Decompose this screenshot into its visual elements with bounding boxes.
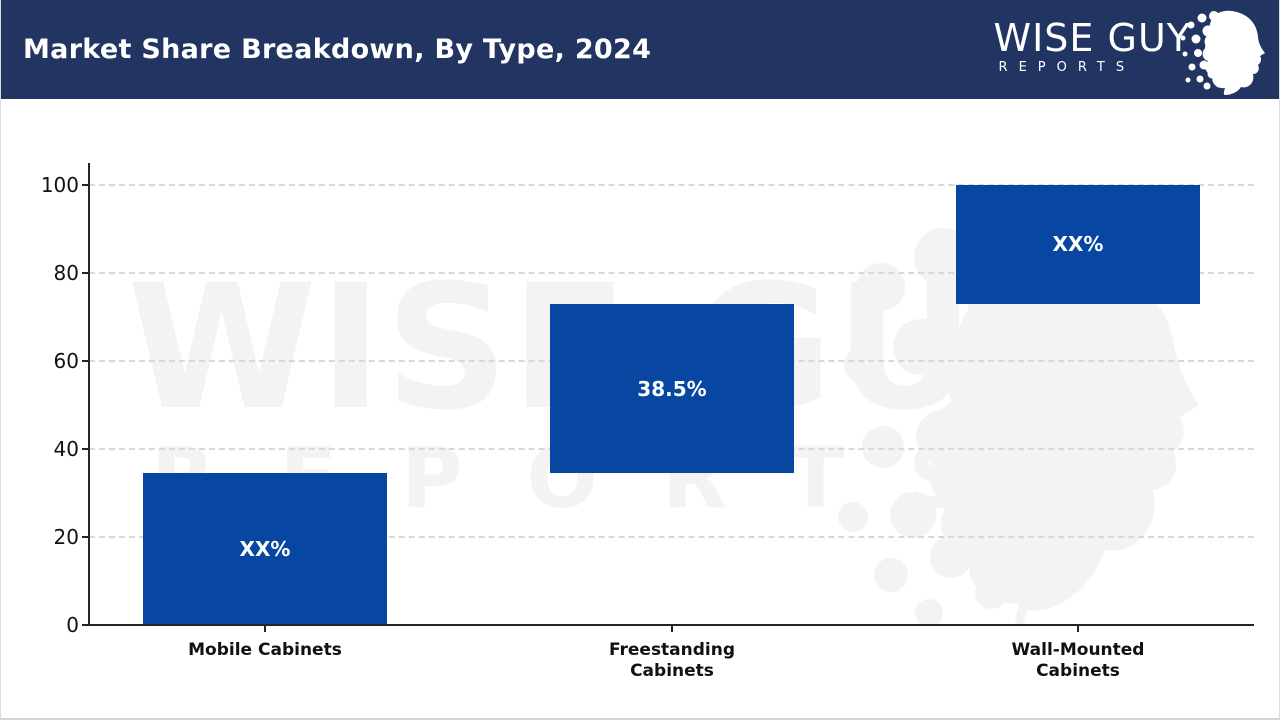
brand-name: WISE GUY: [993, 16, 1191, 60]
bar-segment: [550, 303, 794, 474]
x-tickmark: [671, 626, 673, 632]
bar-value-label: XX%: [239, 537, 291, 562]
x-category-label: Wall-Mounted Cabinets: [1011, 640, 1145, 681]
brand-subname: REPORTS: [998, 60, 1136, 75]
x-tickmark: [264, 626, 266, 632]
x-tickmark: [1077, 626, 1079, 632]
y-tick-label-20: 20: [53, 525, 79, 549]
y-tickmark-0: [82, 624, 89, 626]
gridline-20: [89, 536, 1254, 538]
chart-title: Market Share Breakdown, By Type, 2024: [23, 34, 652, 65]
bar-segment: [143, 473, 387, 625]
x-category-label: Mobile Cabinets: [188, 640, 342, 660]
y-tick-label-60: 60: [53, 349, 79, 373]
y-tickmark-20: [82, 536, 89, 538]
y-tickmark-60: [82, 360, 89, 362]
bar-value-label: XX%: [1052, 232, 1104, 257]
bar-value-label: 38.5%: [637, 376, 707, 401]
y-tickmark-80: [82, 272, 89, 274]
y-tick-label-80: 80: [53, 261, 79, 285]
header-bar: Market Share Breakdown, By Type, 2024 WI…: [1, 0, 1279, 99]
brand-face-icon: [1180, 10, 1265, 95]
gridline-80: [89, 272, 1254, 274]
y-tick-label-0: 0: [66, 613, 79, 637]
brand-logo-text: WISE GUY REPORTS: [994, 18, 1191, 75]
gridline-100: [89, 184, 1254, 186]
y-axis-line: [88, 163, 90, 626]
y-tickmark-40: [82, 448, 89, 450]
y-tick-label-100: 100: [40, 173, 79, 197]
brand-logo: WISE GUY REPORTS: [994, 10, 1273, 96]
x-axis-line: [88, 624, 1254, 626]
y-tickmark-100: [82, 184, 89, 186]
x-category-label: Freestanding Cabinets: [608, 640, 736, 681]
y-tick-label-40: 40: [53, 437, 79, 461]
